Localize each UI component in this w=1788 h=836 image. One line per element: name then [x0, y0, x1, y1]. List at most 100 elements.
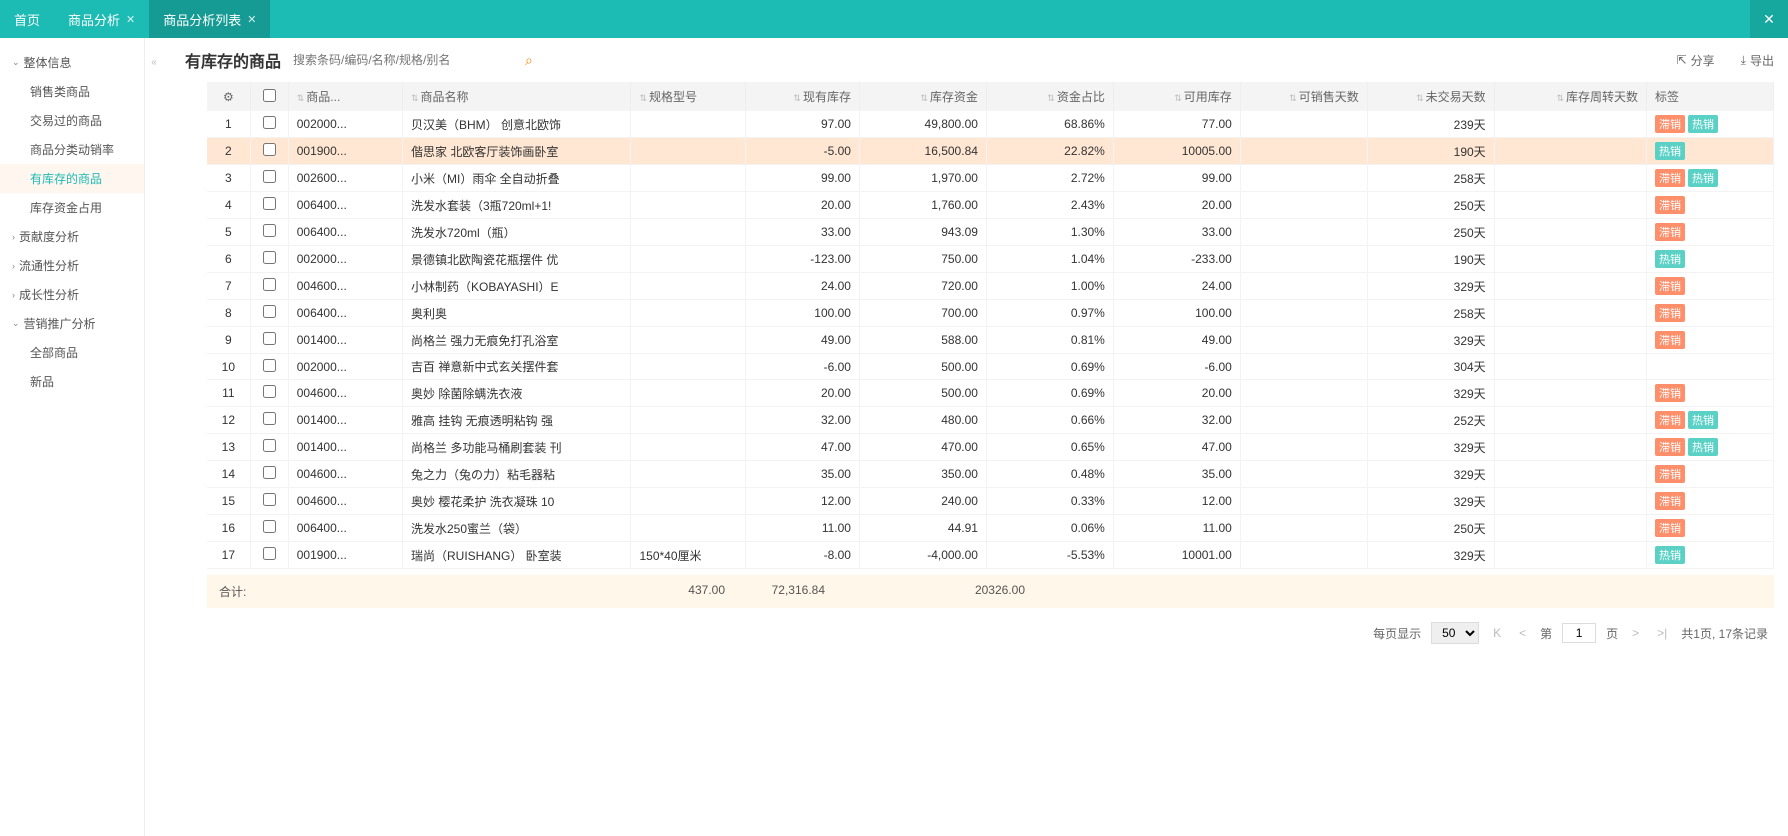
- cell-checkbox: [250, 380, 288, 407]
- nav-tab-2[interactable]: 商品分析列表✕: [149, 0, 270, 38]
- cell-notradedays: 250天: [1367, 515, 1494, 542]
- table-row[interactable]: 10002000...吉百 禅意新中式玄关摆件套-6.00500.000.69%…: [207, 354, 1774, 380]
- sidebar-item-0-2[interactable]: 商品分类动销率: [0, 135, 144, 164]
- cell-tags: 滞销热销: [1647, 111, 1774, 138]
- cell-cycledays: [1494, 273, 1646, 300]
- page-number-input[interactable]: [1562, 623, 1596, 643]
- sidebar-group-0[interactable]: ⌄整体信息: [0, 48, 144, 77]
- row-checkbox[interactable]: [263, 439, 276, 452]
- col-checkbox-all[interactable]: [250, 82, 288, 111]
- row-checkbox[interactable]: [263, 305, 276, 318]
- share-icon: ⇱: [1677, 53, 1687, 67]
- export-button[interactable]: ⤓ 导出: [1741, 52, 1774, 69]
- row-checkbox[interactable]: [263, 359, 276, 372]
- close-icon[interactable]: ✕: [126, 13, 135, 26]
- sidebar-item-0-1[interactable]: 交易过的商品: [0, 106, 144, 135]
- status-badge: 热销: [1655, 546, 1685, 564]
- col-name[interactable]: 商品名称: [402, 82, 631, 111]
- cell-spec: [631, 165, 745, 192]
- row-checkbox[interactable]: [263, 251, 276, 264]
- page-prev-button[interactable]: <: [1515, 626, 1530, 640]
- row-checkbox[interactable]: [263, 143, 276, 156]
- cell-idx: 10: [207, 354, 250, 380]
- cell-notradedays: 252天: [1367, 407, 1494, 434]
- row-checkbox[interactable]: [263, 385, 276, 398]
- row-checkbox[interactable]: [263, 278, 276, 291]
- row-checkbox[interactable]: [263, 520, 276, 533]
- topbar: 首页商品分析✕商品分析列表✕ ✕: [0, 0, 1788, 38]
- sidebar-item-0-4[interactable]: 库存资金占用: [0, 193, 144, 222]
- cell-spec: [631, 488, 745, 515]
- row-checkbox[interactable]: [263, 170, 276, 183]
- row-checkbox[interactable]: [263, 466, 276, 479]
- row-checkbox[interactable]: [263, 197, 276, 210]
- sidebar-group-3[interactable]: ›成长性分析: [0, 280, 144, 309]
- col-pct[interactable]: 资金占比: [986, 82, 1113, 111]
- row-checkbox[interactable]: [263, 224, 276, 237]
- page-last-button[interactable]: >|: [1653, 626, 1671, 640]
- table-row[interactable]: 5006400...洗发水720ml（瓶）33.00943.091.30%33.…: [207, 219, 1774, 246]
- col-selldays[interactable]: 可销售天数: [1240, 82, 1367, 111]
- page-first-button[interactable]: K: [1489, 626, 1505, 640]
- cell-funds: 16,500.84: [859, 138, 986, 165]
- page-summary: 共1页, 17条记录: [1681, 625, 1768, 642]
- col-code[interactable]: 商品...: [288, 82, 402, 111]
- sidebar-group-4[interactable]: ⌄营销推广分析: [0, 309, 144, 338]
- perpage-select[interactable]: 50: [1431, 622, 1479, 644]
- col-tags[interactable]: 标签: [1647, 82, 1774, 111]
- topbar-close-button[interactable]: ✕: [1750, 0, 1788, 38]
- col-spec[interactable]: 规格型号: [631, 82, 745, 111]
- col-stock[interactable]: 现有库存: [745, 82, 859, 111]
- sidebar-item-0-3[interactable]: 有库存的商品: [0, 164, 144, 193]
- nav-tab-0[interactable]: 首页: [0, 0, 54, 38]
- table-row[interactable]: 2001900...偕思家 北欧客厅装饰画卧室-5.0016,500.8422.…: [207, 138, 1774, 165]
- cell-spec: [631, 434, 745, 461]
- sidebar-collapse-button[interactable]: «: [145, 48, 163, 76]
- table-row[interactable]: 1002000...贝汉美（BHM） 创意北欧饰97.0049,800.0068…: [207, 111, 1774, 138]
- sidebar-item-0-0[interactable]: 销售类商品: [0, 77, 144, 106]
- table-row[interactable]: 7004600...小林制药（KOBAYASHI）E24.00720.001.0…: [207, 273, 1774, 300]
- table-row[interactable]: 14004600...兔之力（兔の力）粘毛器粘35.00350.000.48%3…: [207, 461, 1774, 488]
- sidebar-group-2[interactable]: ›流通性分析: [0, 251, 144, 280]
- sidebar-group-label: 贡献度分析: [19, 228, 79, 245]
- close-icon[interactable]: ✕: [247, 13, 256, 26]
- col-cycledays[interactable]: 库存周转天数: [1494, 82, 1646, 111]
- col-funds[interactable]: 库存资金: [859, 82, 986, 111]
- sidebar-item-4-1[interactable]: 新品: [0, 367, 144, 396]
- cell-funds: 943.09: [859, 219, 986, 246]
- row-checkbox[interactable]: [263, 332, 276, 345]
- search-icon[interactable]: ⌕: [525, 52, 533, 69]
- table-row[interactable]: 9001400...尚格兰 强力无痕免打孔浴室49.00588.000.81%4…: [207, 327, 1774, 354]
- table-row[interactable]: 15004600...奥妙 樱花柔护 洗衣凝珠 1012.00240.000.3…: [207, 488, 1774, 515]
- page-next-button[interactable]: >: [1628, 626, 1643, 640]
- cell-tags: 滞销热销: [1647, 434, 1774, 461]
- search-input[interactable]: [293, 53, 513, 67]
- col-settings[interactable]: ⚙: [207, 82, 250, 111]
- cell-notradedays: 329天: [1367, 542, 1494, 569]
- table-row[interactable]: 12001400...雅高 挂钩 无痕透明粘钩 强32.00480.000.66…: [207, 407, 1774, 434]
- sidebar-group-1[interactable]: ›贡献度分析: [0, 222, 144, 251]
- cell-checkbox: [250, 515, 288, 542]
- chevron-down-icon: ⌄: [12, 57, 20, 68]
- table-row[interactable]: 13001400...尚格兰 多功能马桶刷套装 刊47.00470.000.65…: [207, 434, 1774, 461]
- table-row[interactable]: 3002600...小米（MI）雨伞 全自动折叠99.001,970.002.7…: [207, 165, 1774, 192]
- col-notradedays[interactable]: 未交易天数: [1367, 82, 1494, 111]
- cell-pct: 0.69%: [986, 380, 1113, 407]
- row-checkbox[interactable]: [263, 412, 276, 425]
- row-checkbox[interactable]: [263, 493, 276, 506]
- table-row[interactable]: 16006400...洗发水250蜜兰（袋）11.0044.910.06%11.…: [207, 515, 1774, 542]
- table-row[interactable]: 4006400...洗发水套装（3瓶720ml+1!20.001,760.002…: [207, 192, 1774, 219]
- nav-tab-1[interactable]: 商品分析 ✕: [54, 0, 149, 38]
- nav-tab-label: 商品分析: [68, 10, 120, 29]
- share-button[interactable]: ⇱ 分享: [1677, 52, 1715, 69]
- row-checkbox[interactable]: [263, 547, 276, 560]
- sidebar-item-4-0[interactable]: 全部商品: [0, 338, 144, 367]
- table-row[interactable]: 8006400...奥利奥100.00700.000.97%100.00258天…: [207, 300, 1774, 327]
- table-row[interactable]: 11004600...奥妙 除菌除螨洗衣液20.00500.000.69%20.…: [207, 380, 1774, 407]
- cell-notradedays: 304天: [1367, 354, 1494, 380]
- table-row[interactable]: 17001900...瑞尚（RUISHANG） 卧室装150*40厘米-8.00…: [207, 542, 1774, 569]
- col-avail[interactable]: 可用库存: [1113, 82, 1240, 111]
- row-checkbox[interactable]: [263, 116, 276, 129]
- cell-avail: 100.00: [1113, 300, 1240, 327]
- table-row[interactable]: 6002000...景德镇北欧陶瓷花瓶摆件 优-123.00750.001.04…: [207, 246, 1774, 273]
